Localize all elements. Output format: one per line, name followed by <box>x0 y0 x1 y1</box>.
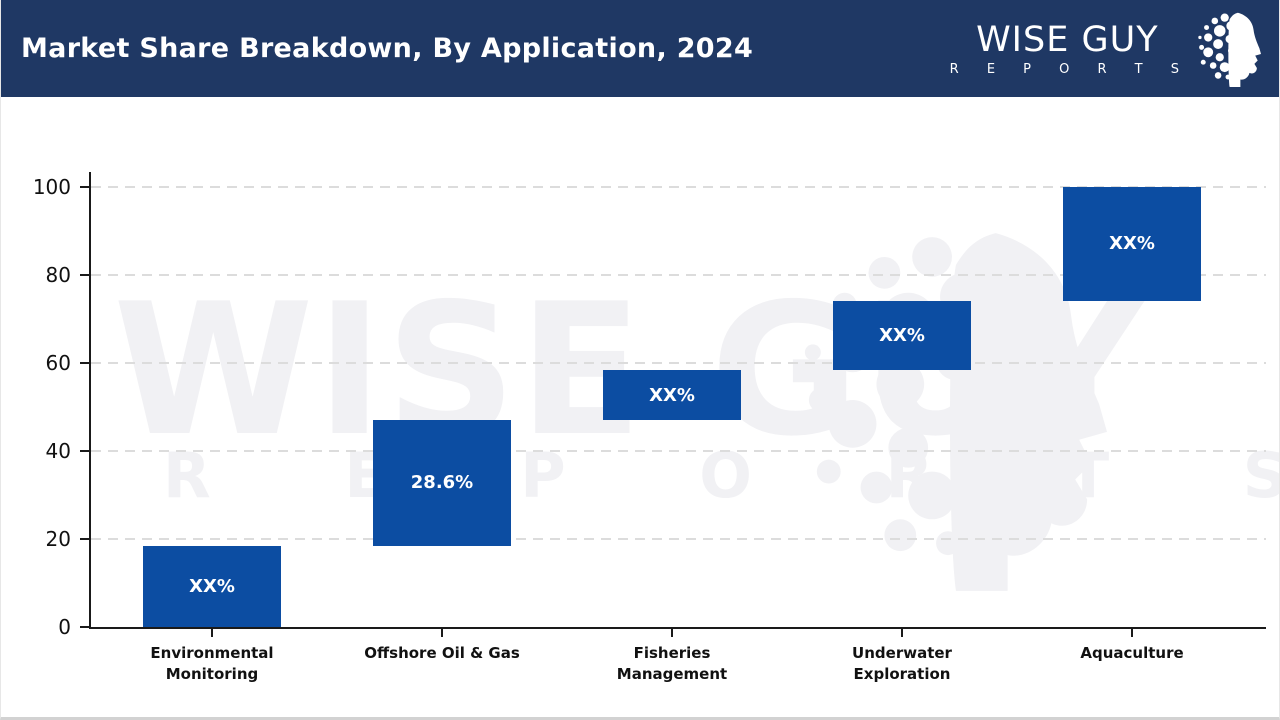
bar-value-label: 28.6% <box>410 472 474 494</box>
x-axis-label: Fisheries Management <box>616 644 728 683</box>
bar-value-label: XX% <box>649 384 695 406</box>
bar-value-label: XX% <box>879 325 925 347</box>
logo-text: WISE GUY R E P O R T S <box>944 21 1191 77</box>
bar: 28.6% <box>373 419 511 546</box>
x-axis-label: Offshore Oil & Gas <box>364 644 520 662</box>
wise-guy-reports-logo: WISE GUY R E P O R T S <box>944 10 1261 88</box>
x-axis-label: Underwater Exploration <box>852 644 952 683</box>
y-tick-mark <box>80 186 91 188</box>
watermark-head-icon <box>789 225 1107 591</box>
y-axis-tick-label: 60 <box>45 351 71 375</box>
gridline <box>91 450 1266 452</box>
x-axis-label: Aquaculture <box>1080 644 1184 662</box>
gridline <box>91 186 1266 188</box>
y-tick-mark <box>80 450 91 452</box>
dotted-head-icon <box>1195 10 1261 88</box>
y-axis <box>89 172 91 629</box>
gridline <box>91 538 1266 540</box>
bar-value-label: XX% <box>1109 233 1155 255</box>
x-axis <box>89 627 1266 629</box>
y-axis-tick-label: 20 <box>45 527 71 551</box>
watermark-subtitle: R E P O R T S <box>163 439 1279 512</box>
gridline <box>91 362 1266 364</box>
header-bar: Market Share Breakdown, By Application, … <box>1 0 1279 97</box>
y-tick-mark <box>80 538 91 540</box>
y-axis-tick-label: 100 <box>32 175 71 199</box>
x-tick-mark <box>211 629 213 637</box>
bar: XX% <box>833 300 971 371</box>
y-axis-tick-label: 0 <box>58 615 71 639</box>
x-tick-mark <box>1131 629 1133 637</box>
y-axis-tick-label: 40 <box>45 439 71 463</box>
waterfall-chart: WISE GUY R E P O R T S 020406080100XX%En… <box>1 97 1279 717</box>
y-tick-mark <box>80 626 91 628</box>
logo-subtitle: R E P O R T S <box>949 61 1191 77</box>
bar: XX% <box>143 545 281 627</box>
gridline <box>91 274 1266 276</box>
x-tick-mark <box>901 629 903 637</box>
y-tick-mark <box>80 362 91 364</box>
bar: XX% <box>603 370 741 420</box>
bar: XX% <box>1063 187 1201 301</box>
logo-wordmark: WISE GUY <box>976 19 1159 60</box>
y-axis-tick-label: 80 <box>45 263 71 287</box>
x-axis-label: Environmental Monitoring <box>150 644 274 683</box>
x-tick-mark <box>671 629 673 637</box>
x-tick-mark <box>441 629 443 637</box>
page-title: Market Share Breakdown, By Application, … <box>21 33 754 64</box>
bar-value-label: XX% <box>189 575 235 597</box>
y-tick-mark <box>80 274 91 276</box>
